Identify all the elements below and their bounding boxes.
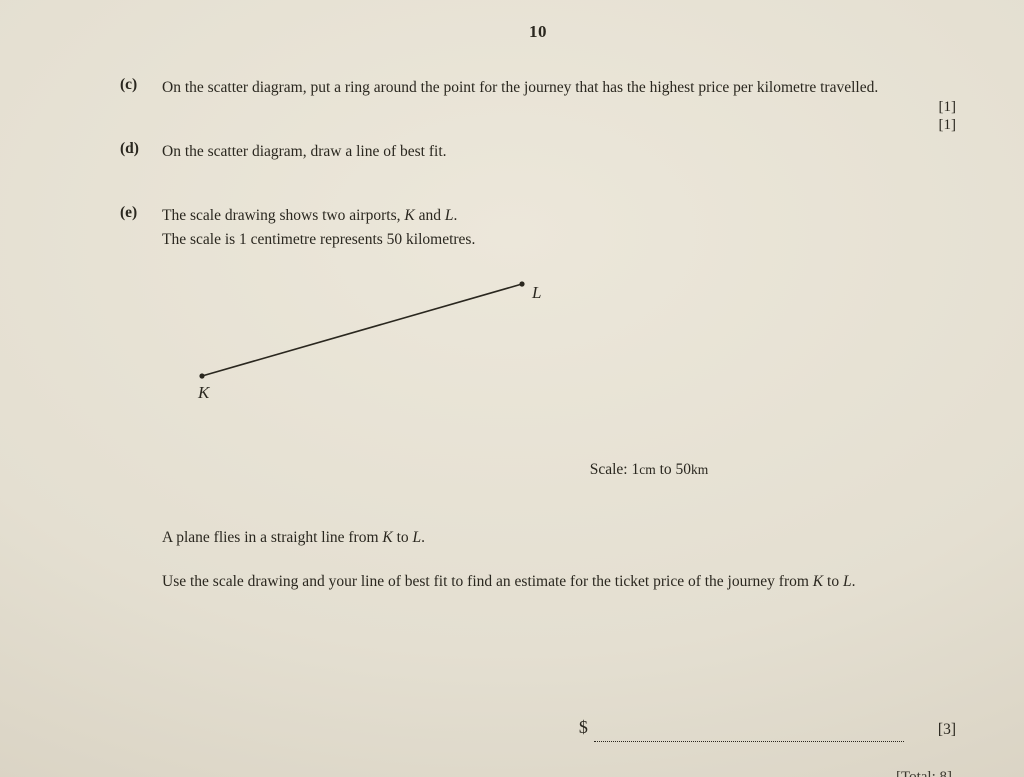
scale-u1: cm bbox=[639, 462, 656, 477]
qe-p2-pre: Use the scale drawing and your line of b… bbox=[162, 573, 813, 590]
question-e-para1: A plane flies in a straight line from K … bbox=[162, 526, 956, 550]
question-e-para2: Use the scale drawing and your line of b… bbox=[162, 570, 956, 594]
qe-p2-v1: K bbox=[813, 573, 823, 590]
question-c-row: (c) On the scatter diagram, put a ring a… bbox=[120, 76, 956, 100]
qe-p2-v2: L bbox=[843, 573, 852, 590]
exam-page: 10 (c) On the scatter diagram, put a rin… bbox=[0, 0, 1024, 777]
scale-pre: Scale: 1 bbox=[590, 461, 640, 478]
qe-l1-end: . bbox=[453, 207, 457, 224]
question-e-line2: The scale is 1 centimetre represents 50 … bbox=[162, 228, 956, 252]
answer-row: $ [3] bbox=[162, 714, 956, 742]
question-e-line1: The scale drawing shows two airports, K … bbox=[162, 204, 956, 228]
question-d-marks: [1] bbox=[939, 114, 957, 137]
scale-caption: Scale: 1cm to 50km bbox=[162, 458, 956, 482]
question-e-marks: [3] bbox=[938, 718, 956, 742]
question-d-body: On the scatter diagram, draw a line of b… bbox=[162, 140, 956, 164]
answer-blank-line bbox=[594, 741, 904, 742]
qe-p2-end: . bbox=[852, 573, 856, 590]
scale-mid: to 50 bbox=[656, 461, 691, 478]
qe-p1-end: . bbox=[421, 529, 425, 546]
qe-l1-v1: K bbox=[404, 207, 414, 224]
kl-line-diagram: KL bbox=[162, 266, 582, 416]
question-c-text: On the scatter diagram, put a ring aroun… bbox=[162, 79, 878, 96]
qe-p1-pre: A plane flies in a straight line from bbox=[162, 529, 382, 546]
answer-currency: $ bbox=[579, 714, 588, 742]
question-c-body: On the scatter diagram, put a ring aroun… bbox=[162, 76, 956, 100]
question-e-body: The scale drawing shows two airports, K … bbox=[162, 204, 956, 777]
scale-drawing: KL bbox=[162, 266, 956, 424]
qe-p1-mid: to bbox=[393, 529, 413, 546]
qe-p1-v1: K bbox=[382, 529, 392, 546]
page-number: 10 bbox=[120, 22, 956, 42]
qe-l1-mid: and bbox=[415, 207, 445, 224]
svg-text:L: L bbox=[531, 283, 541, 302]
question-d-text: On the scatter diagram, draw a line of b… bbox=[162, 143, 447, 160]
total-marks: [Total: 8] bbox=[162, 766, 956, 777]
scale-u2: km bbox=[691, 462, 708, 477]
question-d-row: (d) On the scatter diagram, draw a line … bbox=[120, 140, 956, 164]
svg-text:K: K bbox=[197, 383, 211, 402]
qe-l1-pre: The scale drawing shows two airports, bbox=[162, 207, 404, 224]
question-c-label: (c) bbox=[120, 76, 162, 94]
question-e-label: (e) bbox=[120, 204, 162, 222]
question-d-label: (d) bbox=[120, 140, 162, 158]
qe-p1-v2: L bbox=[413, 529, 422, 546]
qe-p2-mid: to bbox=[823, 573, 843, 590]
question-e-row: (e) The scale drawing shows two airports… bbox=[120, 204, 956, 777]
